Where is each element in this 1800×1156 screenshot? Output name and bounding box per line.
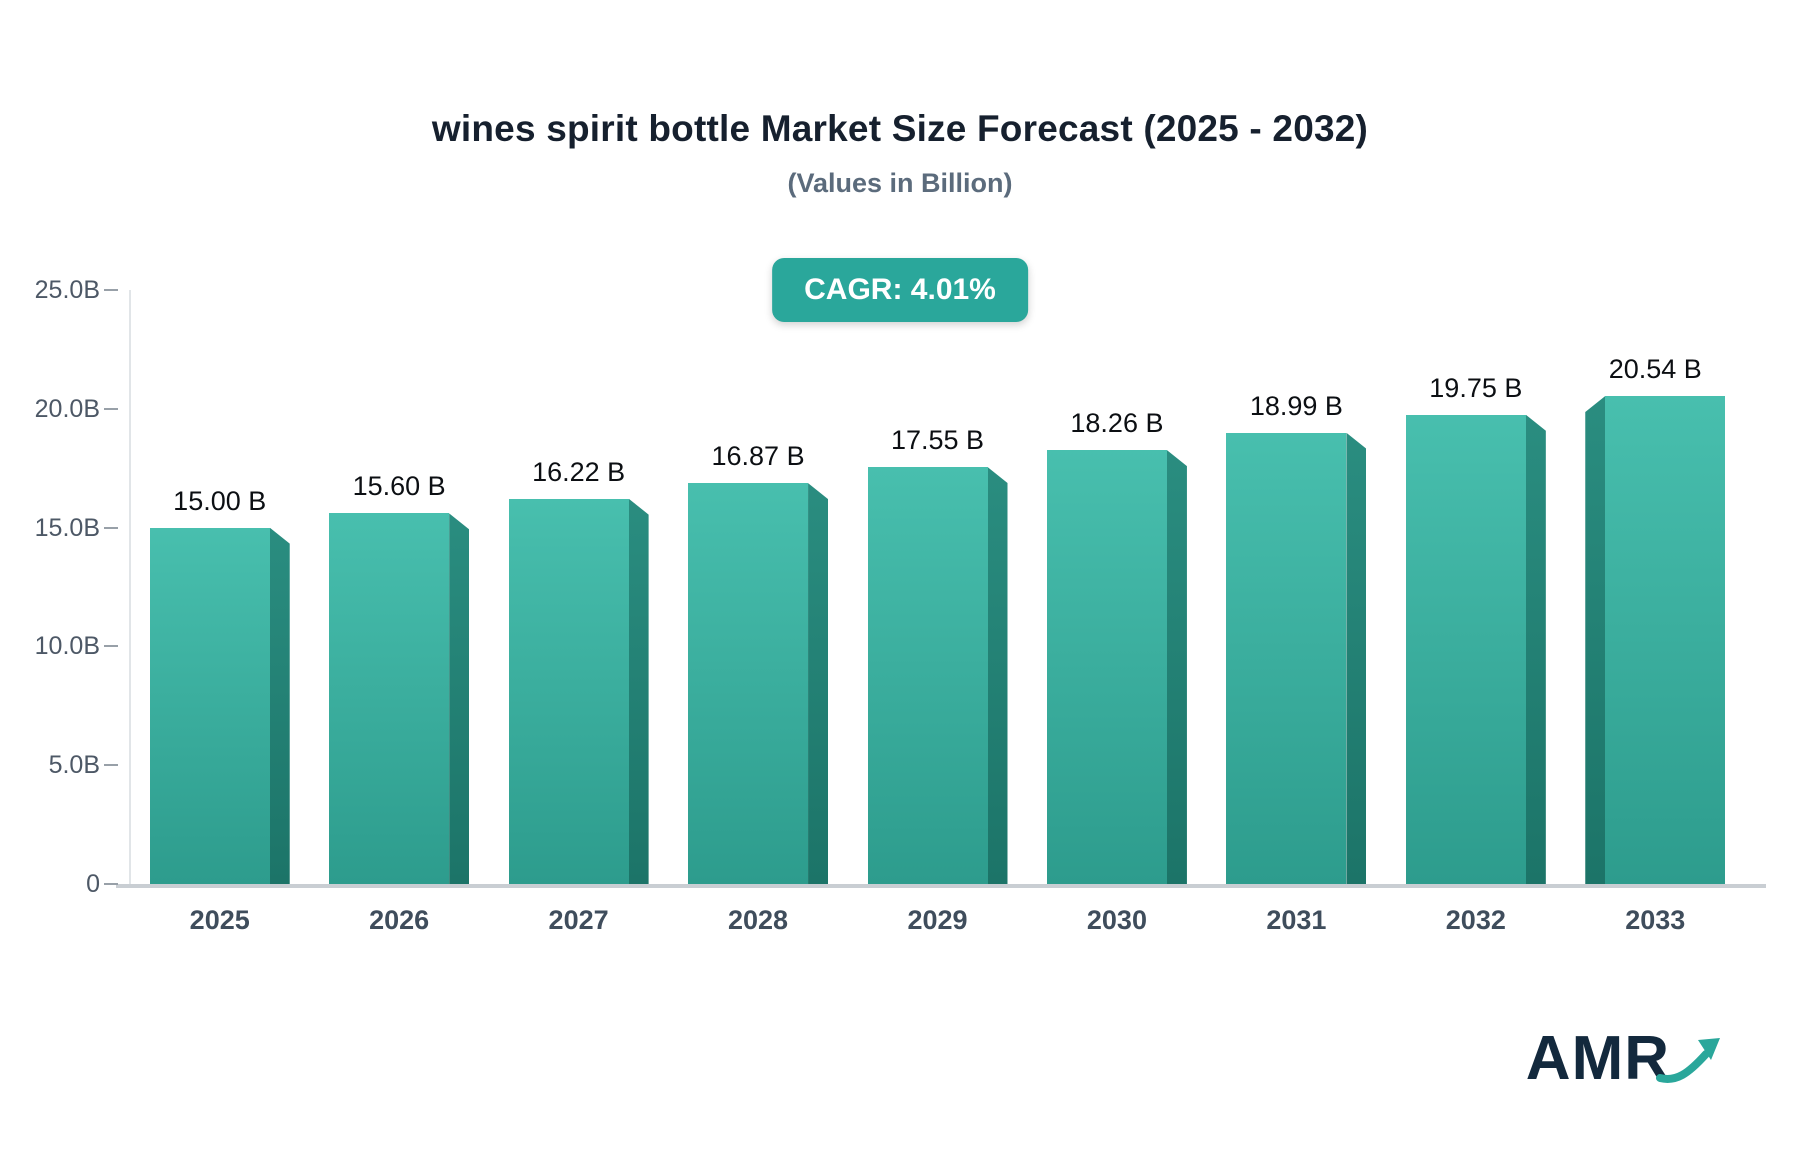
chart-title: wines spirit bottle Market Size Forecast… xyxy=(431,108,1369,149)
x-axis-baseline xyxy=(116,884,1766,888)
bar-side-face xyxy=(628,498,649,884)
bar-main-face xyxy=(508,498,629,884)
bar-side-face xyxy=(1166,450,1187,884)
bar-value-label: 19.75 B xyxy=(1429,372,1523,403)
bar-2027 xyxy=(508,498,649,884)
y-tick-label-0: 0 xyxy=(86,870,100,898)
bar-side-face xyxy=(269,527,290,884)
bar-main-face xyxy=(867,467,988,884)
x-tick-label-2028: 2028 xyxy=(728,905,789,935)
y-tick-mark xyxy=(104,645,118,648)
bar-2032 xyxy=(1405,414,1546,884)
bar-2026 xyxy=(329,513,470,884)
bar-side-face xyxy=(1525,414,1546,884)
bar-value-label: 16.22 B xyxy=(532,456,626,487)
y-tick-mark xyxy=(104,526,118,529)
bar-main-face xyxy=(329,513,450,884)
x-tick-label-2029: 2029 xyxy=(907,905,968,935)
x-tick-label-2033: 2033 xyxy=(1625,905,1686,935)
y-tick-label-10.0B: 10.0B xyxy=(34,632,100,661)
x-tick-label-2026: 2026 xyxy=(369,905,430,935)
bar-2025 xyxy=(149,527,290,884)
bar-main-face xyxy=(1605,395,1726,884)
bar-side-face xyxy=(987,467,1008,884)
bar-side-face xyxy=(1585,395,1606,884)
bar-side-face xyxy=(808,483,829,884)
y-tick-label-25.0B: 25.0B xyxy=(34,276,100,304)
y-tick-mark xyxy=(104,289,118,291)
bar-main-face xyxy=(1405,414,1526,884)
y-tick-mark xyxy=(104,883,118,885)
x-tick-label-2027: 2027 xyxy=(548,905,609,935)
bar-value-label: 15.00 B xyxy=(173,485,267,516)
bar-main-face xyxy=(1226,432,1347,884)
bar-value-label: 18.26 B xyxy=(1070,408,1164,439)
bar-value-label: 20.54 B xyxy=(1608,353,1702,384)
bar-side-face xyxy=(1346,432,1367,884)
bar-2030 xyxy=(1046,450,1187,884)
bar-side-face xyxy=(449,513,470,884)
x-tick-label-2032: 2032 xyxy=(1445,905,1506,935)
y-axis-line xyxy=(129,290,131,886)
cagr-badge: CAGR: 4.01% xyxy=(772,258,1028,322)
brand-logo-text: AMR xyxy=(1525,1024,1670,1093)
bar-main-face xyxy=(1046,450,1167,884)
y-tick-mark xyxy=(104,407,118,410)
y-tick-label-5.0B: 5.0B xyxy=(48,751,100,780)
bar-main-face xyxy=(688,483,809,884)
x-tick-label-2030: 2030 xyxy=(1086,905,1147,935)
trending-up-arrow-icon xyxy=(1656,1038,1720,1083)
bar-value-label: 18.99 B xyxy=(1249,390,1343,421)
bar-2033 xyxy=(1585,395,1726,884)
bar-value-label: 16.87 B xyxy=(711,441,805,472)
chart-subtitle: (Values in Billion) xyxy=(787,168,1013,198)
bar-main-face xyxy=(149,527,270,884)
bar-2029 xyxy=(867,467,1008,884)
y-tick-label-20.0B: 20.0B xyxy=(34,394,100,423)
brand-logo: AMR xyxy=(1526,1028,1722,1090)
bar-value-label: 15.60 B xyxy=(352,471,446,502)
x-tick-label-2031: 2031 xyxy=(1266,905,1327,935)
bar-2031 xyxy=(1226,432,1367,884)
bar-value-label: 17.55 B xyxy=(890,425,985,455)
x-tick-label-2025: 2025 xyxy=(189,905,250,935)
y-tick-mark xyxy=(104,764,118,767)
bar-2028 xyxy=(688,483,829,884)
y-tick-label-15.0B: 15.0B xyxy=(34,513,100,542)
